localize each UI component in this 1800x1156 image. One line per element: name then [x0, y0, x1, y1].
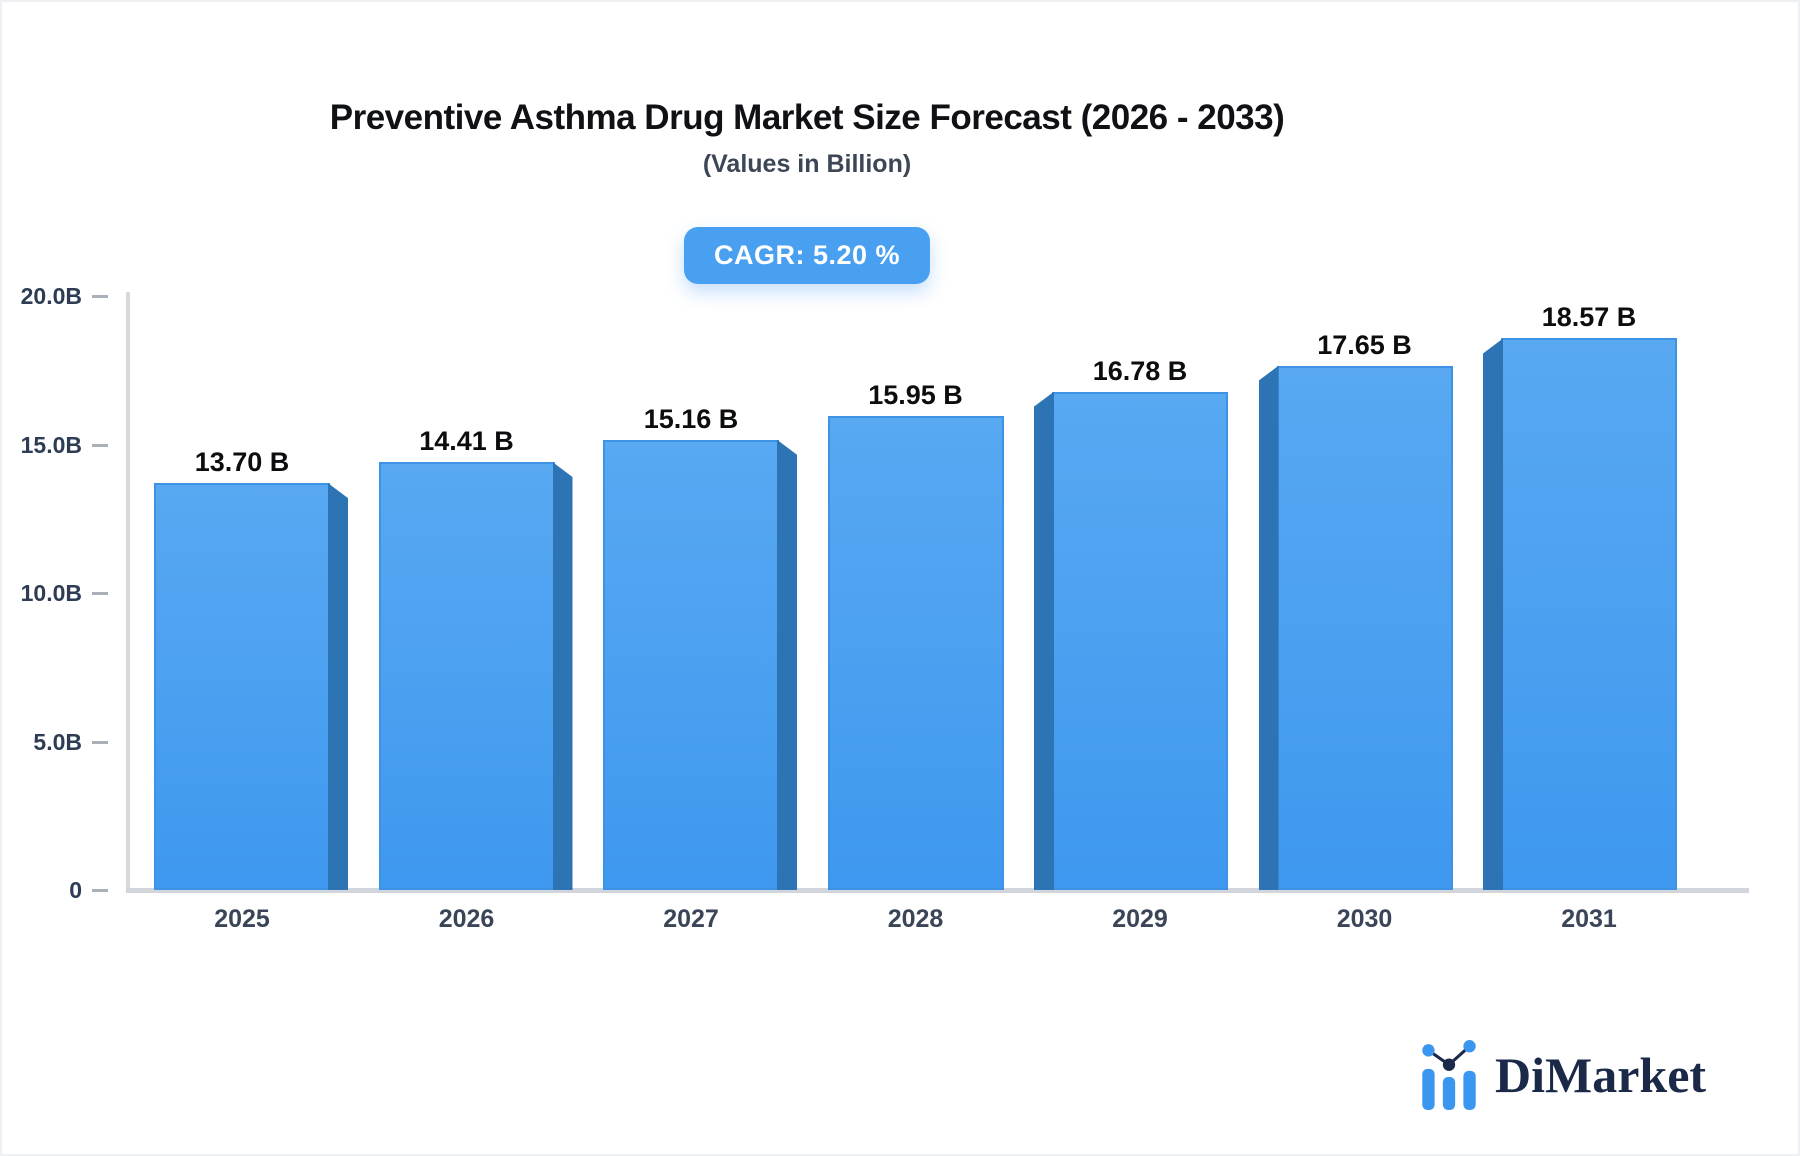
x-axis-label: 2027 — [663, 905, 719, 933]
x-axis-label: 2025 — [214, 905, 270, 933]
bar-value-label: 14.41 B — [419, 426, 514, 457]
y-tick-mark — [92, 295, 108, 298]
bar-2027-side-face — [777, 439, 797, 890]
y-tick-mark — [92, 592, 108, 595]
x-axis-label: 2029 — [1112, 905, 1168, 933]
bar-2029 — [1052, 391, 1228, 890]
bar-value-label: 15.16 B — [643, 403, 739, 434]
bar-value-label: 13.70 B — [194, 447, 290, 478]
y-axis-label: 10.0B — [20, 580, 82, 606]
y-tick-mark — [92, 889, 108, 892]
bar-value-label: 15.95 B — [868, 380, 963, 411]
brand-logo: DiMarket — [1418, 1038, 1706, 1112]
y-axis-line — [126, 292, 130, 893]
cagr-badge: CAGR: 5.20 % — [683, 227, 931, 284]
bar-2026 — [378, 462, 555, 890]
bar-value-label: 16.78 B — [1092, 355, 1188, 386]
bar-value-label: 17.65 B — [1317, 329, 1412, 360]
bar-2030-side-face — [1258, 365, 1279, 890]
brand-logo-text: DiMarket — [1495, 1047, 1707, 1103]
bar-2026-side-face — [552, 462, 573, 890]
y-axis-label: 5.0B — [33, 728, 82, 755]
y-axis-label: 0 — [69, 877, 82, 903]
y-axis-label: 15.0B — [20, 431, 82, 458]
bar-2029-side-face — [1034, 391, 1054, 890]
x-axis-label: 2026 — [438, 905, 495, 933]
chart-title: Preventive Asthma Drug Market Size Forec… — [329, 98, 1285, 137]
y-tick-mark — [92, 740, 108, 744]
bar-2027 — [603, 439, 779, 890]
bar-2028 — [827, 416, 1004, 890]
bar-2031 — [1501, 338, 1677, 890]
y-tick-mark — [92, 443, 108, 447]
bar-2025-side-face — [328, 483, 348, 890]
bar-chart-icon — [1422, 1040, 1476, 1110]
bar-2030 — [1276, 365, 1453, 890]
x-axis-label: 2028 — [887, 905, 944, 933]
x-axis-label: 2030 — [1336, 905, 1393, 933]
chart-subtitle: (Values in Billion) — [702, 150, 912, 178]
bar-2031-side-face — [1483, 338, 1503, 890]
x-axis-line — [126, 888, 1749, 893]
x-axis-label: 2031 — [1561, 905, 1617, 933]
y-axis-label: 20.0B — [20, 283, 82, 309]
bar-2025 — [154, 483, 330, 890]
bar-value-label: 18.57 B — [1541, 302, 1637, 333]
